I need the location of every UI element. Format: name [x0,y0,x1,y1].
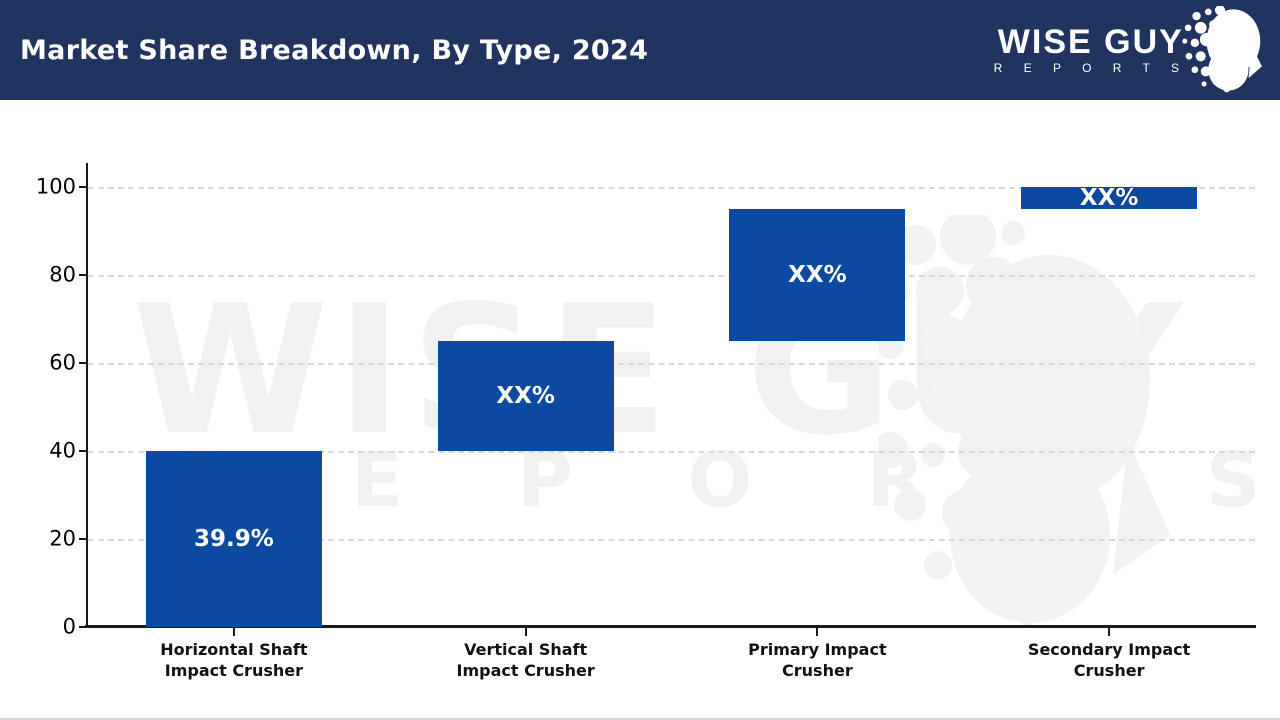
wiseguy-logo-wordmark: WISE GUY [997,22,1184,61]
category-label-line: Impact Crusher [164,660,303,680]
x-axis-spine [85,625,1256,628]
x-tick-mark [1108,627,1111,636]
x-tick-mark [816,627,819,636]
y-tick-mark [79,186,87,188]
category-label-line: Crusher [782,660,853,680]
y-tick-label: 0 [62,614,76,639]
y-tick-mark [79,538,87,540]
gridline [88,539,1255,541]
y-tick-label: 40 [49,438,76,463]
category-label: Horizontal Shaft Impact Crusher [84,640,384,682]
gridline [88,451,1255,453]
y-tick-mark [79,274,87,276]
y-tick-label: 60 [49,350,76,375]
wiseguy-head-icon [1182,6,1262,93]
x-tick-mark [524,627,527,636]
category-label: Primary Impact Crusher [667,640,967,682]
wiseguy-logo-subtitle: R E P O R T S [993,61,1188,76]
bar-segment: XX% [1021,185,1198,211]
category-label: Vertical Shaft Impact Crusher [376,640,676,682]
page-title: Market Share Breakdown, By Type, 2024 [20,34,649,66]
bar-value-label: 39.9% [193,526,274,553]
y-tick-mark [79,626,87,628]
category-label-line: Impact Crusher [456,660,595,680]
gridline [88,363,1255,365]
header: Market Share Breakdown, By Type, 2024 WI… [0,0,1280,100]
category-label-line: Crusher [1073,660,1145,680]
category-label-line: Horizontal Shaft [160,640,308,659]
y-tick-label: 20 [49,526,76,551]
bottom-divider [0,718,1280,720]
bar-value-label: XX% [1079,185,1139,211]
category-label: Secondary Impact Crusher [959,640,1259,682]
y-tick-label: 100 [35,174,76,199]
wiseguy-logo: WISE GUY R E P O R T S [994,6,1266,94]
bar-segment: XX% [437,341,614,452]
y-axis-spine [86,163,88,628]
y-tick-label: 80 [49,262,76,287]
bar-value-label: XX% [496,383,555,410]
gridline [88,275,1255,277]
y-tick-mark [79,362,87,364]
y-tick-mark [79,450,87,452]
gridline [88,187,1255,189]
category-label-line: Vertical Shaft [464,640,588,659]
category-label-line: Primary Impact [748,640,887,659]
bar-segment: 39.9% [145,451,322,627]
bar-segment: XX% [729,209,906,341]
wiseguy-logo-text: WISE GUY R E P O R T S [993,22,1188,76]
category-label-line: Secondary Impact [1027,640,1191,659]
bar-value-label: XX% [788,262,847,288]
x-tick-mark [232,627,235,636]
